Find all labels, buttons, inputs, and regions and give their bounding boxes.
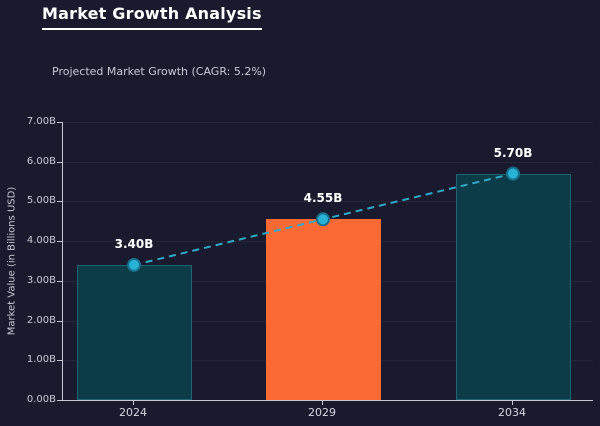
y-tick-label: 6.00B — [26, 155, 56, 167]
y-tick-label: 0.00B — [26, 394, 56, 405]
x-tick-label: 2024 — [119, 406, 147, 419]
y-tick-label: 7.00B — [26, 116, 56, 127]
value-label: 3.40B — [114, 236, 154, 251]
data-point-marker — [127, 257, 141, 272]
y-tick-mark — [57, 241, 62, 243]
bar-2034 — [455, 173, 571, 400]
x-tick-label: 2034 — [498, 406, 526, 419]
trend-line-layer — [127, 166, 520, 272]
y-axis-label: Market Value (in Billions USD) — [6, 186, 18, 336]
gridline — [63, 122, 593, 123]
y-tick-mark — [57, 201, 62, 203]
gridline — [63, 161, 593, 163]
value-label: 4.55B — [303, 191, 343, 206]
x-tick-mark — [322, 401, 323, 405]
y-tick-mark — [57, 122, 62, 123]
chart-subtitle: Projected Market Growth (CAGR: 5.2%) — [52, 65, 267, 78]
y-tick-mark — [57, 280, 62, 282]
y-tick-label: 5.00B — [26, 195, 56, 207]
y-tick-label: 2.00B — [26, 314, 56, 326]
y-tick-label: 1.00B — [26, 354, 56, 366]
y-tick-mark — [57, 320, 62, 322]
y-tick-mark — [57, 360, 62, 362]
y-tick-mark — [57, 161, 62, 163]
x-tick-mark — [512, 401, 513, 405]
plot-area: 3.40B 4.55B 5.70B — [62, 122, 593, 401]
x-tick-label: 2029 — [308, 406, 336, 419]
chart-title: Market Growth Analysis — [42, 4, 262, 30]
y-tick-label: 4.00B — [26, 235, 56, 247]
data-point-marker — [506, 166, 520, 181]
bar-2029 — [265, 219, 381, 400]
gridline — [63, 201, 593, 203]
value-label: 5.70B — [493, 145, 533, 160]
y-tick-label: 3.00B — [26, 274, 56, 286]
x-tick-mark — [133, 401, 134, 405]
y-tick-mark — [57, 400, 62, 401]
data-point-marker — [316, 212, 330, 227]
